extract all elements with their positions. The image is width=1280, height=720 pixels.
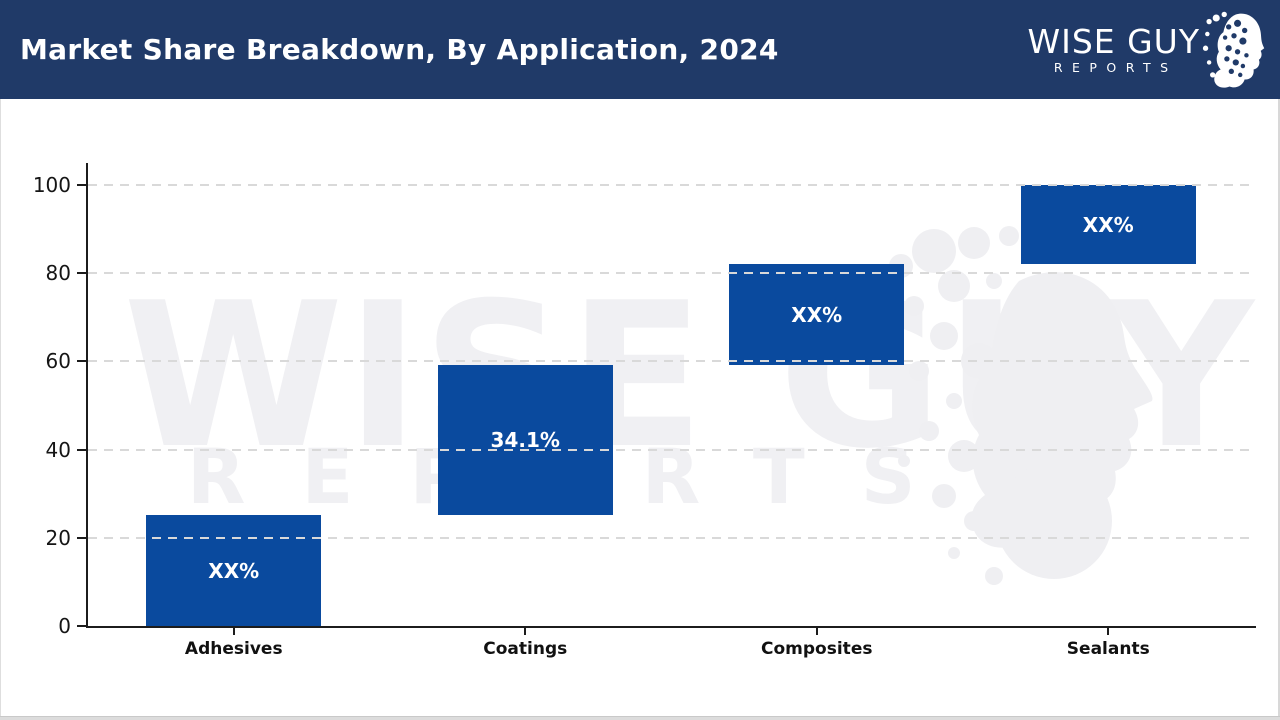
gridline-20 (88, 536, 1254, 539)
y-tick-40 (77, 448, 86, 451)
bar-value-label: 34.1% (490, 428, 560, 453)
y-tick-label: 100 (32, 173, 71, 198)
plot-area: XX% 34.1% XX% XX% (88, 163, 1254, 626)
wiseguy-logo: WISE GUY REPORTS (1027, 8, 1266, 92)
x-category-label: Sealants (1066, 639, 1150, 659)
x-tick (815, 628, 818, 635)
y-tick-label: 60 (45, 349, 71, 374)
x-tick (1107, 628, 1110, 635)
y-tick-label: 20 (45, 525, 71, 550)
y-tick-60 (77, 360, 86, 363)
y-tick-0 (77, 625, 86, 627)
y-tick-label: 0 (58, 614, 71, 638)
bar-value-label: XX% (791, 302, 843, 327)
y-tick-80 (77, 272, 86, 275)
y-tick-20 (77, 536, 86, 539)
bar-value-label: XX% (1082, 212, 1134, 237)
logo-line2: REPORTS (1053, 59, 1178, 75)
chart-area: WISE GUY REPORTS XX%34.1%XX%XX% 02040608… (0, 99, 1280, 716)
gridline-40 (88, 448, 1254, 451)
header: Market Share Breakdown, By Application, … (0, 0, 1280, 99)
x-tick (232, 628, 235, 635)
x-category-label: Coatings (483, 639, 568, 659)
y-tick-100 (77, 184, 86, 187)
chart-title: Market Share Breakdown, By Application, … (20, 33, 779, 66)
bar-sealants (1020, 185, 1196, 265)
x-tick (524, 628, 527, 635)
x-category-label: Adhesives (184, 639, 283, 659)
bottom-border (0, 716, 1280, 720)
y-axis-line (86, 163, 88, 628)
bar-coatings (437, 364, 613, 516)
gridline-60 (88, 360, 1254, 363)
bar-composites (729, 264, 905, 365)
gridline-100 (88, 184, 1254, 187)
x-category-label: Composites (761, 639, 873, 659)
gridline-80 (88, 272, 1254, 275)
bar-value-label: XX% (208, 558, 260, 583)
logo-wordmark: WISE GUY REPORTS (1027, 25, 1200, 75)
y-tick-label: 80 (45, 261, 71, 286)
bar-adhesives (146, 515, 322, 626)
y-tick-label: 40 (45, 437, 71, 462)
logo-line1: WISE GUY (1027, 21, 1200, 61)
logo-head-icon (1202, 11, 1265, 88)
x-axis-line (86, 626, 1256, 628)
